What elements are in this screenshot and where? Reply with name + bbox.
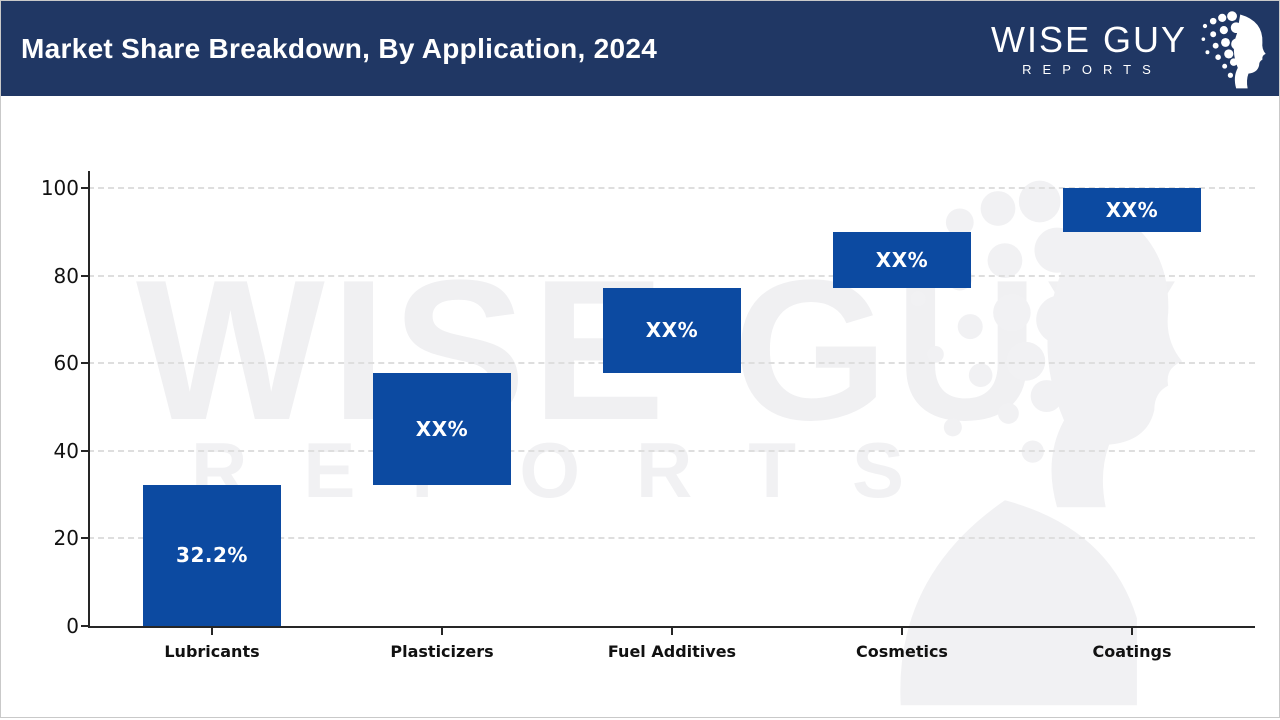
y-axis-spine — [88, 171, 90, 628]
bar-value-label-lubricants: 32.2% — [176, 543, 248, 568]
logo-head-icon — [1201, 11, 1266, 89]
x-tick-mark-plasticizers — [441, 628, 443, 635]
x-tick-mark-cosmetics — [901, 628, 903, 635]
y-tick-mark-0 — [81, 625, 88, 627]
x-tick-mark-fuel-additives — [671, 628, 673, 635]
y-tick-label-60: 60 — [53, 351, 79, 376]
wiseguy-logo: WISE GUY REPORTS — [991, 7, 1269, 91]
bar-fuel-additives: XX% — [603, 287, 741, 373]
x-category-label-fuel-additives: Fuel Additives — [607, 642, 737, 661]
x-category-label-coatings: Coatings — [1092, 642, 1172, 661]
bar-cosmetics: XX% — [833, 231, 971, 288]
x-tick-mark-lubricants — [211, 628, 213, 635]
logo-text: WISE GUY REPORTS — [990, 18, 1187, 77]
logo-name: WISE GUY — [990, 18, 1187, 60]
y-tick-label-100: 100 — [40, 176, 79, 200]
y-tick-mark-80 — [81, 274, 88, 277]
gridline-80 — [88, 274, 1255, 277]
y-tick-mark-100 — [81, 187, 88, 189]
bar-plasticizers: XX% — [373, 372, 511, 485]
gridline-20 — [88, 537, 1255, 540]
y-tick-label-20: 20 — [53, 526, 79, 551]
y-tick-mark-20 — [81, 537, 88, 540]
bar-value-label-plasticizers: XX% — [415, 416, 469, 441]
y-tick-label-40: 40 — [53, 438, 79, 463]
bar-value-label-fuel-additives: XX% — [645, 318, 699, 343]
x-category-label-plasticizers: Plasticizers — [390, 642, 494, 661]
gridline-40 — [88, 449, 1255, 452]
watermark-subtext: REPORTS — [191, 426, 961, 514]
logo-subname: REPORTS — [1022, 61, 1162, 77]
y-tick-label-80: 80 — [53, 263, 79, 288]
chart-title: Market Share Breakdown, By Application, … — [21, 32, 658, 64]
y-tick-label-0: 0 — [66, 614, 79, 638]
header-bar: Market Share Breakdown, By Application, … — [1, 1, 1279, 96]
plot-area: WISE GUY REPORTS 0 20 40 60 80 100 32.2% Lubric… — [1, 96, 1279, 717]
x-category-label-lubricants: Lubricants — [164, 642, 260, 661]
bar-lubricants: 32.2% — [143, 484, 281, 626]
x-axis-spine — [88, 626, 1255, 628]
bar-coatings: XX% — [1063, 188, 1201, 232]
bar-value-label-cosmetics: XX% — [875, 247, 929, 272]
y-tick-mark-40 — [81, 449, 88, 452]
gridline-100 — [88, 187, 1255, 189]
x-tick-mark-coatings — [1131, 628, 1133, 635]
x-category-label-cosmetics: Cosmetics — [856, 642, 948, 661]
y-tick-mark-60 — [81, 362, 88, 365]
bar-value-label-coatings: XX% — [1105, 197, 1159, 222]
